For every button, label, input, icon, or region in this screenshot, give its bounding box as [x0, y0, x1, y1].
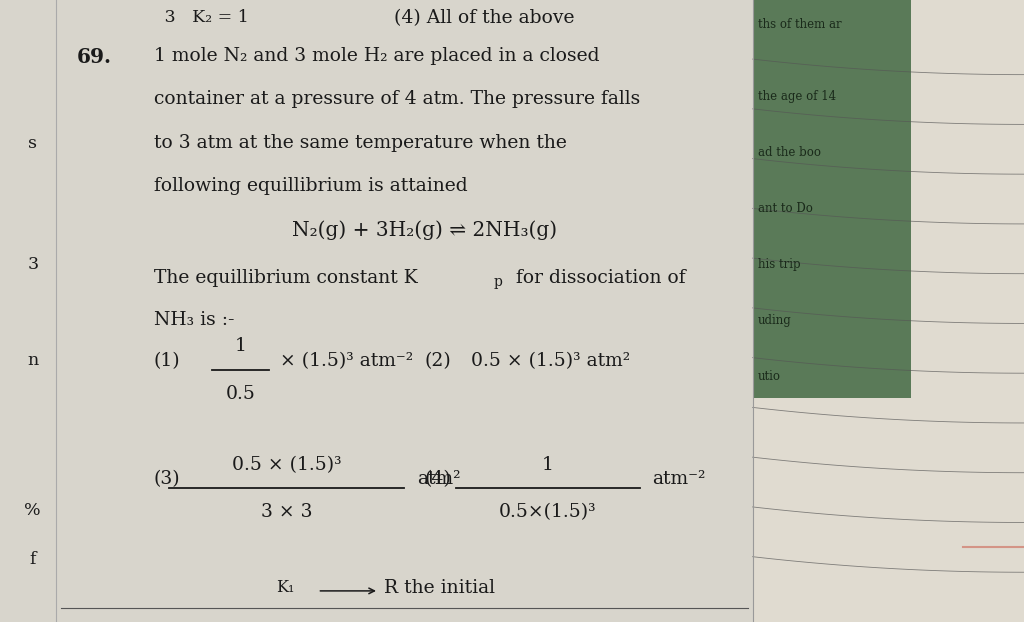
Text: ant to Do: ant to Do [758, 202, 813, 215]
Text: atm⁻²: atm⁻² [652, 470, 706, 488]
Text: n: n [28, 352, 38, 369]
Text: 1 mole N₂ and 3 mole H₂ are placed in a closed: 1 mole N₂ and 3 mole H₂ are placed in a … [154, 47, 599, 65]
Text: his trip: his trip [758, 258, 801, 271]
Polygon shape [753, 0, 911, 398]
Text: utio: utio [758, 370, 780, 383]
Text: ths of them ar: ths of them ar [758, 19, 842, 31]
Text: (4) All of the above: (4) All of the above [394, 9, 574, 27]
Text: 0.5 × (1.5)³: 0.5 × (1.5)³ [231, 456, 342, 473]
Text: 3 × 3: 3 × 3 [261, 503, 312, 521]
Text: s: s [29, 134, 37, 152]
Text: 3   K₂ = 1: 3 K₂ = 1 [148, 9, 249, 26]
Text: The equillibrium constant K: The equillibrium constant K [154, 269, 418, 287]
Text: 1: 1 [542, 456, 554, 473]
Text: 0.5: 0.5 [225, 385, 256, 402]
Text: NH₃ is :-: NH₃ is :- [154, 311, 234, 329]
Text: 3: 3 [28, 256, 38, 273]
Text: (2): (2) [425, 352, 452, 369]
Text: 69.: 69. [77, 47, 112, 67]
Text: R the initial: R the initial [384, 579, 495, 596]
Text: (3): (3) [154, 470, 180, 488]
Text: atm²: atm² [417, 470, 460, 488]
Text: × (1.5)³ atm⁻²: × (1.5)³ atm⁻² [280, 352, 413, 369]
Text: (4): (4) [425, 470, 452, 488]
Text: the age of 14: the age of 14 [758, 90, 836, 103]
Text: to 3 atm at the same temperature when the: to 3 atm at the same temperature when th… [154, 134, 566, 152]
Text: 0.5×(1.5)³: 0.5×(1.5)³ [499, 503, 597, 521]
Text: uding: uding [758, 314, 792, 327]
Polygon shape [753, 0, 1024, 622]
Text: 1: 1 [234, 338, 247, 355]
Text: following equillibrium is attained: following equillibrium is attained [154, 177, 467, 195]
Text: ad the boo: ad the boo [758, 146, 821, 159]
Text: p: p [494, 275, 503, 289]
Text: N₂(g) + 3H₂(g) ⇌ 2NH₃(g): N₂(g) + 3H₂(g) ⇌ 2NH₃(g) [292, 221, 557, 241]
Text: K₁: K₁ [276, 579, 295, 596]
Text: (1): (1) [154, 352, 180, 369]
Text: container at a pressure of 4 atm. The pressure falls: container at a pressure of 4 atm. The pr… [154, 90, 640, 108]
Text: f: f [30, 551, 36, 569]
Text: for dissociation of: for dissociation of [510, 269, 686, 287]
Text: %: % [25, 501, 41, 519]
Text: 0.5 × (1.5)³ atm²: 0.5 × (1.5)³ atm² [471, 352, 630, 369]
